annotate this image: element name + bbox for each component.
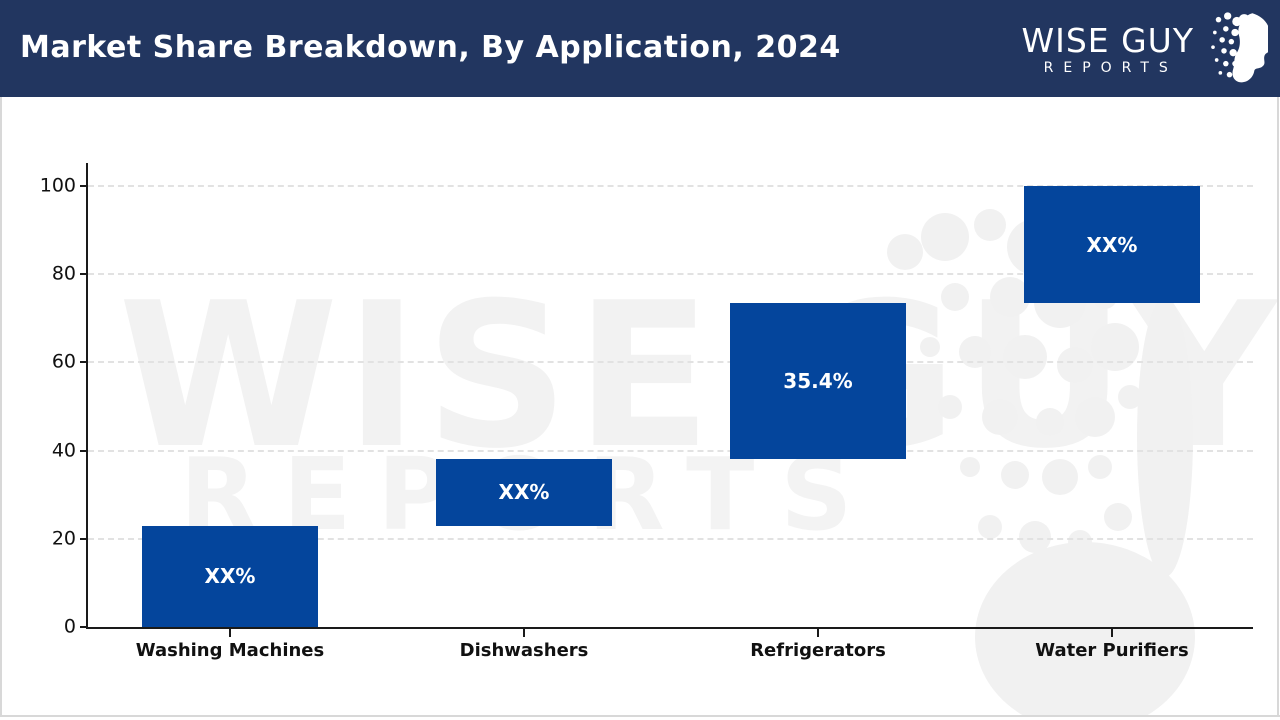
logo-text: WISE GUY REPORTS xyxy=(1021,24,1194,75)
y-tick-label: 80 xyxy=(51,262,76,285)
y-tick-mark xyxy=(80,361,88,364)
x-category-label-dishwashers: Dishwashers xyxy=(459,640,589,661)
x-category-label-water-purifiers: Water Purifiers xyxy=(1035,640,1189,661)
y-axis xyxy=(86,163,88,629)
gridline-20 xyxy=(88,537,1253,540)
x-tick-mark xyxy=(817,629,819,637)
bar-water-purifiers xyxy=(1024,186,1200,304)
y-tick-label: 60 xyxy=(51,350,76,373)
y-tick-mark xyxy=(80,626,88,628)
logo-subtitle: REPORTS xyxy=(1043,59,1178,76)
y-tick-label: 0 xyxy=(63,615,76,638)
head-profile-icon xyxy=(1211,12,1268,83)
gridline-40 xyxy=(88,449,1253,452)
left-border xyxy=(0,97,2,717)
page-title: Market Share Breakdown, By Application, … xyxy=(20,29,841,65)
x-category-label-washing-machines: Washing Machines xyxy=(135,640,325,661)
bar-washing-machines xyxy=(142,525,318,627)
right-border xyxy=(1277,97,1279,717)
gridline-60 xyxy=(88,361,1253,364)
wiseguy-logo: WISE GUY REPORTS xyxy=(1021,6,1268,92)
bar-dishwashers xyxy=(436,459,612,526)
y-tick-label: 40 xyxy=(51,439,76,462)
bar-value-label-washing-machines: XX% xyxy=(204,564,256,589)
gridline-80 xyxy=(88,273,1253,276)
bottom-border xyxy=(0,715,1280,717)
y-tick-mark xyxy=(80,185,88,187)
x-tick-mark xyxy=(229,629,231,637)
x-tick-mark xyxy=(1111,629,1113,637)
x-tick-mark xyxy=(523,629,525,637)
logo-wordmark: WISE GUY xyxy=(1021,20,1194,60)
x-axis xyxy=(88,627,1253,629)
gridline-100 xyxy=(88,185,1253,187)
header-bar: Market Share Breakdown, By Application, … xyxy=(0,0,1280,97)
y-tick-mark xyxy=(80,273,88,276)
y-tick-mark xyxy=(80,449,88,452)
bar-value-label-dishwashers: XX% xyxy=(498,480,550,505)
bar-value-label-water-purifiers: XX% xyxy=(1086,232,1138,257)
y-tick-label: 20 xyxy=(51,527,76,550)
y-tick-mark xyxy=(80,537,88,540)
bar-value-label-refrigerators: 35.4% xyxy=(783,369,853,394)
x-category-label-refrigerators: Refrigerators xyxy=(750,640,886,661)
bar-refrigerators xyxy=(730,303,906,460)
y-tick-label: 100 xyxy=(39,174,76,197)
